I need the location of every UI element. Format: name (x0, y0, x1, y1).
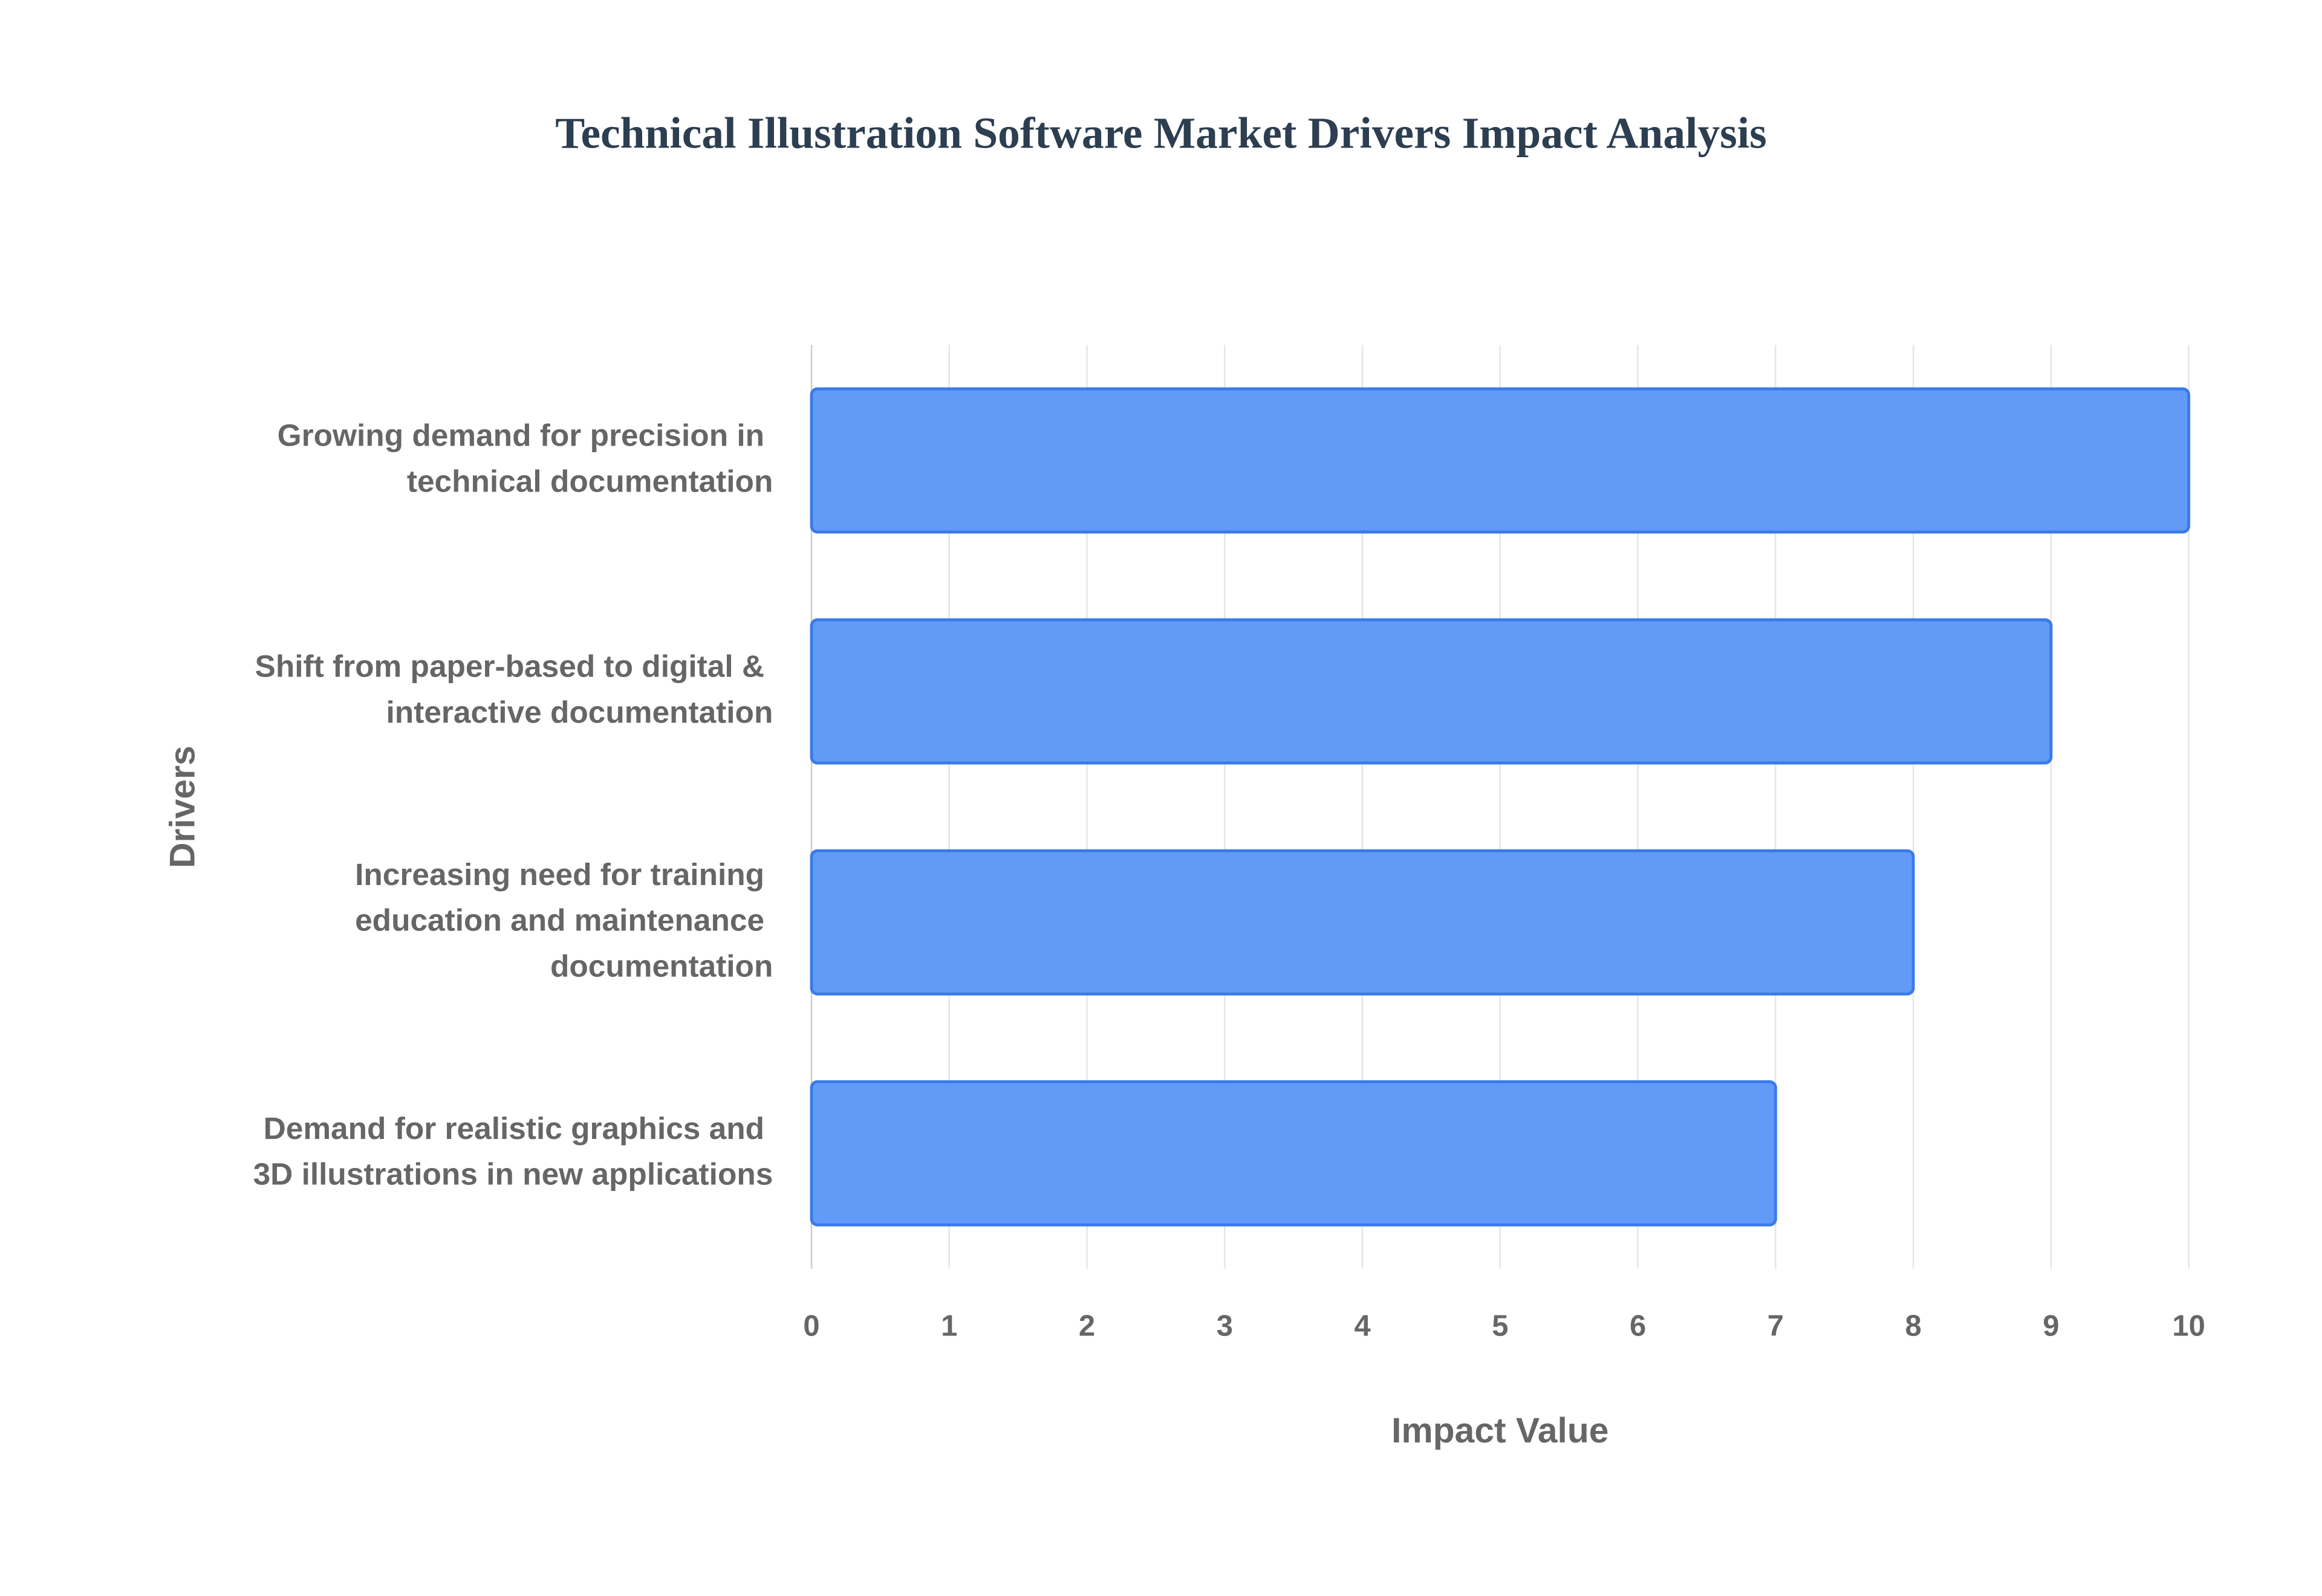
bar (810, 387, 2191, 534)
y-tick-label: Shift from paper-based to digital & inte… (255, 648, 773, 729)
bar (810, 618, 2053, 765)
y-axis-title: Drivers (163, 745, 203, 868)
x-tick-label: 3 (1217, 1310, 1233, 1343)
x-tick-label: 7 (1768, 1310, 1784, 1343)
x-tick-label: 6 (1630, 1310, 1646, 1343)
x-tick-label: 1 (941, 1310, 957, 1343)
x-tick-label: 9 (2043, 1310, 2059, 1343)
bar (810, 849, 1915, 996)
x-tick-label: 0 (803, 1310, 819, 1343)
y-tick-label: Demand for realistic graphics and 3D ill… (253, 1110, 773, 1191)
x-tick-label: 8 (1905, 1310, 1921, 1343)
x-tick-label: 10 (2172, 1310, 2205, 1343)
x-axis-title: Impact Value (1391, 1411, 1608, 1450)
x-tick-label: 5 (1492, 1310, 1508, 1343)
chart-title: Technical Illustration Software Market D… (555, 109, 1767, 158)
y-tick-label: Increasing need for training education a… (355, 856, 773, 983)
y-tick-label: Growing demand for precision in technica… (278, 417, 773, 498)
bar (810, 1080, 1777, 1227)
x-tick-label: 2 (1079, 1310, 1095, 1343)
x-tick-label: 4 (1354, 1310, 1370, 1343)
